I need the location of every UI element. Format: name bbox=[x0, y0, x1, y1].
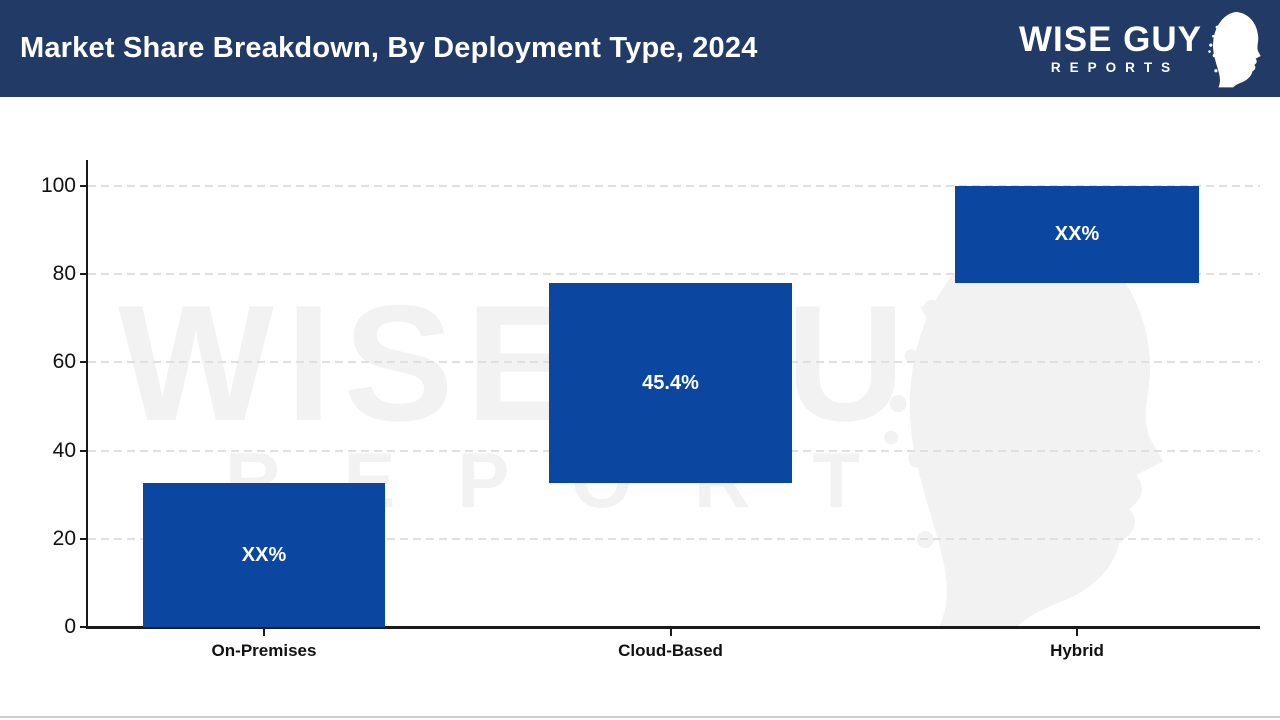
page-title: Market Share Breakdown, By Deployment Ty… bbox=[20, 32, 758, 64]
wiseguy-logo: WISE GUY REPORTS bbox=[1019, 8, 1262, 90]
x-tick-2 bbox=[1076, 629, 1078, 636]
bar-cloud-based: 45.4% bbox=[549, 283, 792, 484]
gridline-20 bbox=[88, 537, 1260, 540]
bar-hybrid: XX% bbox=[955, 186, 1199, 284]
app-header: Market Share Breakdown, By Deployment Ty… bbox=[0, 0, 1280, 97]
dotted-face-profile-icon bbox=[1208, 11, 1261, 87]
plot-area: 0 20 40 60 80 100 XX% On-Premises 45.4% Cloud-Bas… bbox=[0, 97, 1280, 720]
gridline-100 bbox=[88, 185, 1260, 187]
y-tick-80 bbox=[80, 273, 86, 276]
y-tick-label-80: 80 bbox=[52, 262, 76, 286]
bottom-divider bbox=[0, 716, 1280, 718]
bar-value-label: XX% bbox=[241, 543, 287, 566]
x-tick-0 bbox=[263, 629, 265, 636]
logo-subtext: REPORTS bbox=[1050, 60, 1180, 76]
y-tick-20 bbox=[80, 537, 86, 540]
bar-value-label: 45.4% bbox=[642, 371, 699, 394]
chart-area: WISE GUY REPORTS 020406080100XX%On-Premi… bbox=[0, 97, 1280, 720]
y-tick-label-60: 60 bbox=[52, 350, 76, 374]
x-category-label: Hybrid bbox=[1050, 641, 1104, 660]
bar-on-premises: XX% bbox=[143, 483, 385, 627]
logo-text: WISE GUY REPORTS bbox=[1018, 19, 1202, 76]
x-tick-1 bbox=[669, 629, 672, 636]
x-category-label: On-Premises bbox=[211, 641, 317, 660]
gridline-80 bbox=[88, 273, 1260, 276]
y-tick-100 bbox=[80, 185, 86, 187]
y-tick-label-20: 20 bbox=[52, 526, 76, 550]
logo-wordmark: WISE GUY bbox=[1018, 19, 1202, 59]
x-category-label: Cloud-Based bbox=[618, 641, 723, 660]
y-tick-label-100: 100 bbox=[40, 174, 76, 197]
y-tick-label-0: 0 bbox=[64, 615, 76, 638]
y-tick-0 bbox=[80, 626, 86, 628]
x-axis-line bbox=[86, 626, 1260, 629]
y-tick-40 bbox=[80, 449, 86, 452]
y-tick-label-40: 40 bbox=[52, 438, 76, 462]
bar-value-label: XX% bbox=[1054, 223, 1100, 245]
y-tick-60 bbox=[80, 361, 86, 364]
y-axis-line bbox=[86, 160, 88, 627]
